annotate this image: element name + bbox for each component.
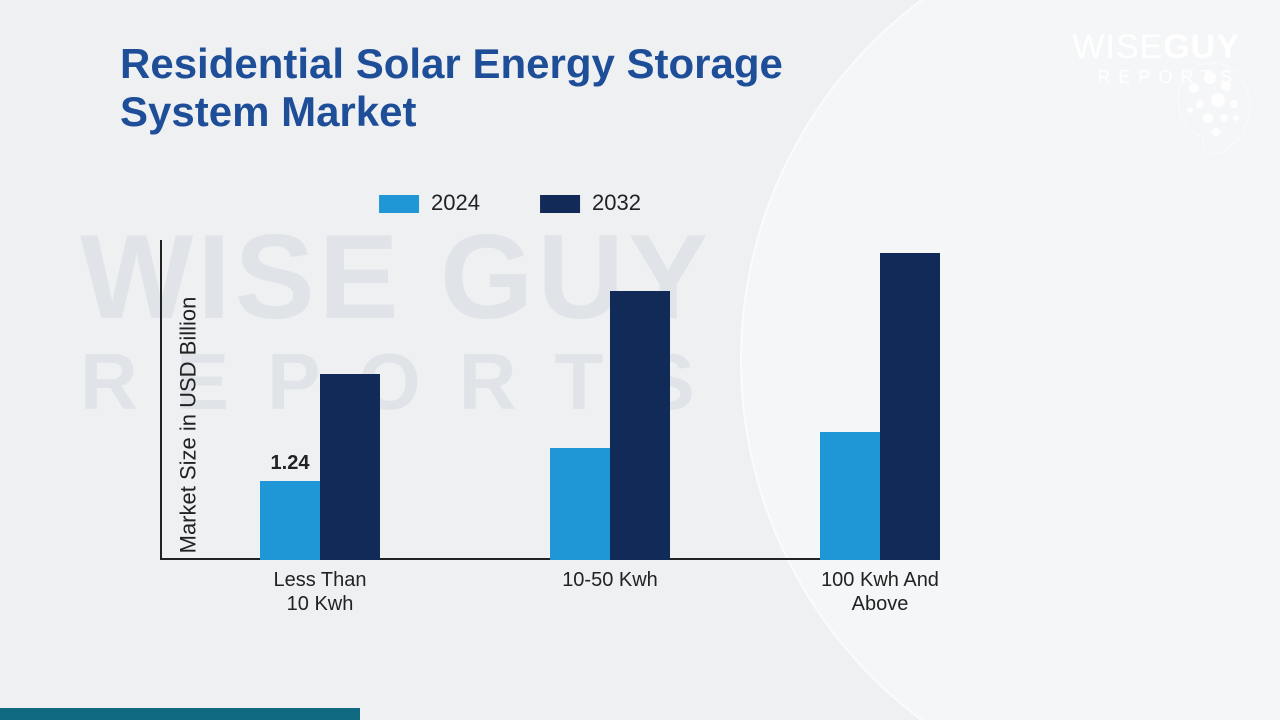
y-axis-line bbox=[160, 240, 162, 560]
legend-label-2024: 2024 bbox=[431, 190, 480, 215]
bar-2032 bbox=[880, 253, 940, 560]
chart-title: Residential Solar Energy Storage System … bbox=[120, 40, 820, 137]
legend-label-2032: 2032 bbox=[592, 190, 641, 215]
bar-group: 10-50 Kwh bbox=[550, 291, 670, 560]
canvas: WISE GUY REPORTS WISEGUY REPORTS Residen… bbox=[0, 0, 1280, 720]
chart-area: Market Size in USD Billion 2024 2032 Les… bbox=[100, 190, 920, 660]
right-brand-panel: WISEGUY REPORTS bbox=[960, 0, 1280, 720]
legend: 2024 2032 bbox=[379, 190, 641, 216]
logo-word-wise: WISE bbox=[1072, 28, 1163, 66]
category-label: Less Than 10 Kwh bbox=[260, 568, 380, 616]
bar-group: Less Than 10 Kwh1.24 bbox=[260, 374, 380, 560]
footer-accent-bar bbox=[0, 708, 360, 720]
legend-item-2032: 2032 bbox=[540, 190, 641, 216]
bar-2024 bbox=[550, 448, 610, 560]
logo-head-icon bbox=[1172, 58, 1252, 158]
bar-2024 bbox=[820, 432, 880, 560]
bar-group: 100 Kwh And Above bbox=[820, 253, 940, 560]
legend-swatch-2032 bbox=[540, 195, 580, 213]
category-label: 100 Kwh And Above bbox=[820, 568, 940, 616]
legend-item-2024: 2024 bbox=[379, 190, 480, 216]
category-label: 10-50 Kwh bbox=[550, 568, 670, 592]
value-label: 1.24 bbox=[271, 452, 310, 481]
plot-area: Less Than 10 Kwh1.2410-50 Kwh100 Kwh And… bbox=[160, 240, 920, 560]
bar-2032 bbox=[610, 291, 670, 560]
bar-2032 bbox=[320, 374, 380, 560]
bar-2024 bbox=[260, 481, 320, 560]
brand-logo: WISEGUY REPORTS bbox=[1072, 30, 1240, 86]
legend-swatch-2024 bbox=[379, 195, 419, 213]
